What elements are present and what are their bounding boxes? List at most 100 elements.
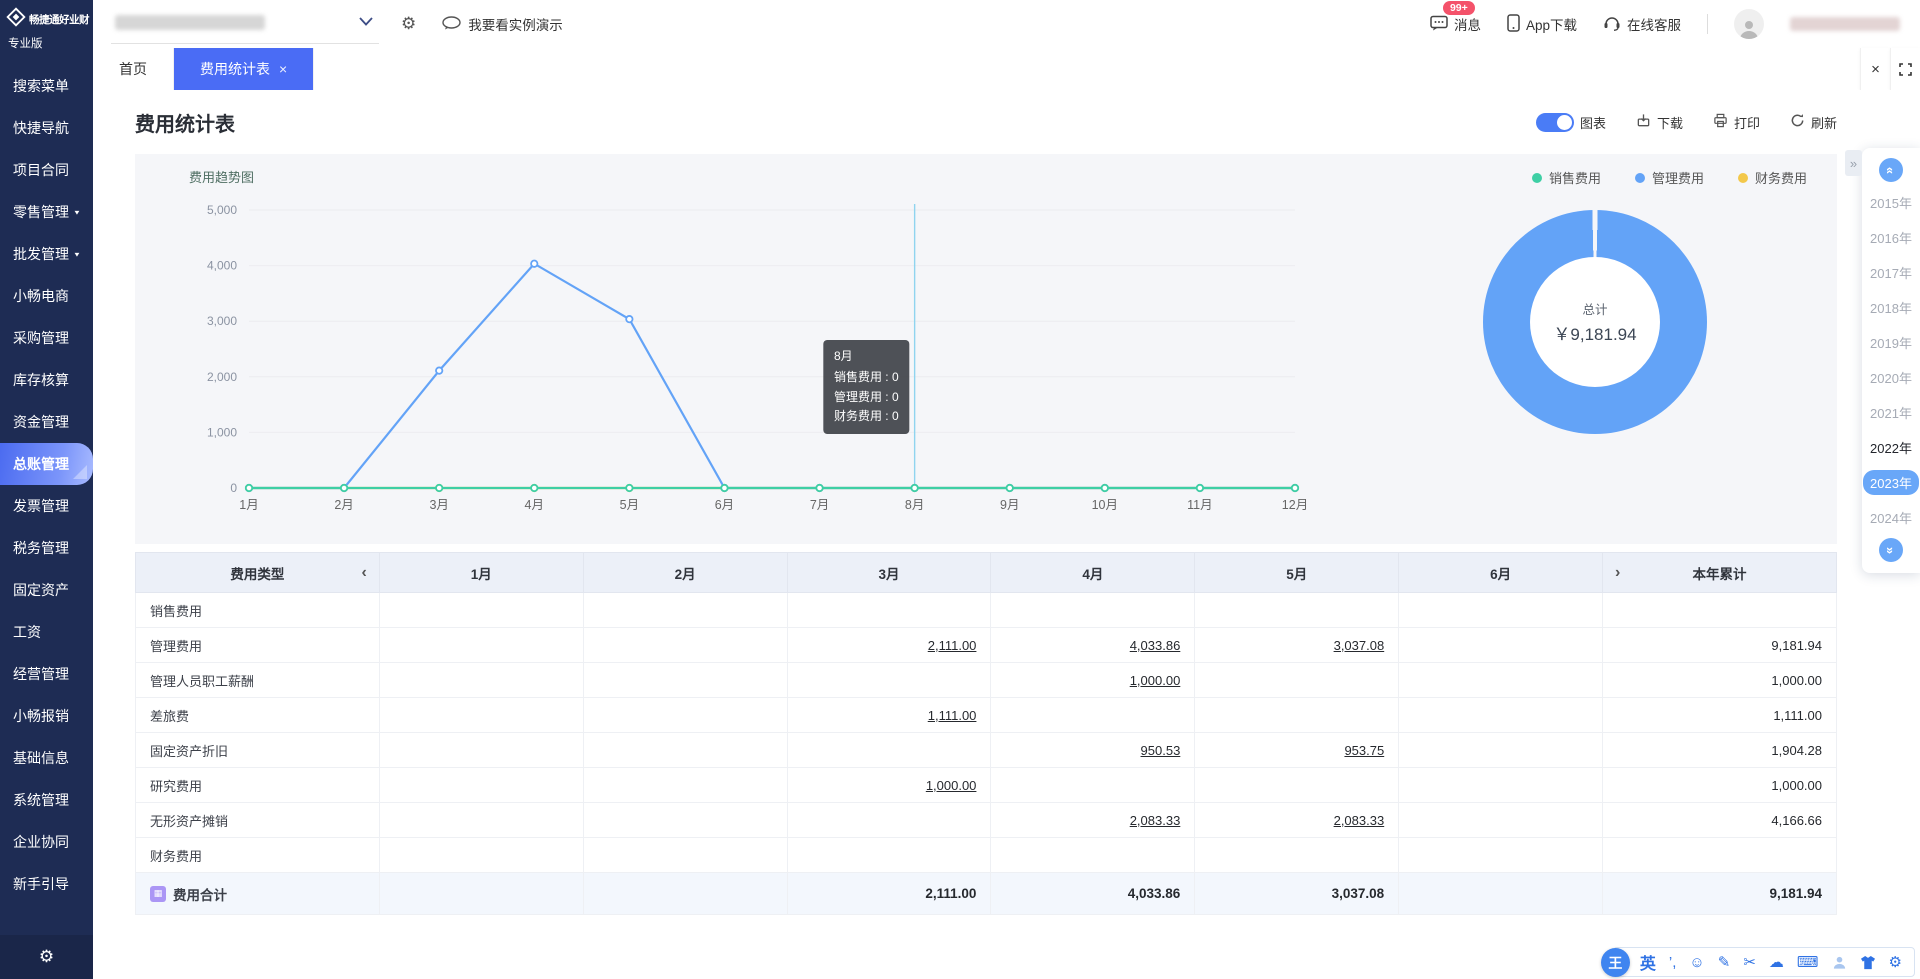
legend-item[interactable]: 销售费用 xyxy=(1531,168,1601,187)
donut-chart[interactable]: 总计 ￥9,181.94 xyxy=(1483,210,1707,434)
column-header-label: 2月 xyxy=(674,566,696,582)
sidebar-item-tax-mgmt[interactable]: 税务管理 xyxy=(0,527,93,569)
year-item[interactable]: 2022年 xyxy=(1863,430,1919,465)
table-cell[interactable]: 4,033.86 xyxy=(990,627,1196,663)
brand-name: 畅捷通好业财 xyxy=(29,14,90,26)
sidebar-item-retail-mgmt[interactable]: 零售管理 ▼ xyxy=(0,191,93,233)
prev-period-button[interactable]: ‹ xyxy=(361,563,367,581)
table-cell[interactable]: 1,000.00 xyxy=(786,767,992,803)
cell-value[interactable]: 2,083.33 xyxy=(1333,812,1385,828)
sidebar-item-xiaochang-reimburse[interactable]: 小畅报销 xyxy=(0,695,93,737)
sidebar-item-xiaochang-ecommerce[interactable]: 小畅电商 xyxy=(0,275,93,317)
ime-profile-icon[interactable] xyxy=(1832,955,1847,970)
year-item[interactable]: 2015年 xyxy=(1863,185,1919,220)
cell-value: 9,181.94 xyxy=(1771,637,1822,653)
org-selector[interactable] xyxy=(111,4,379,44)
table-cell[interactable]: 953.75 xyxy=(1194,732,1400,768)
refresh-button[interactable]: 刷新 xyxy=(1790,113,1837,132)
cell-value[interactable]: 1,111.00 xyxy=(927,707,977,723)
year-item[interactable]: 2021年 xyxy=(1863,395,1919,430)
avatar[interactable] xyxy=(1734,9,1764,39)
cell-value[interactable]: 1,000.00 xyxy=(1129,672,1181,688)
svg-text:2月: 2月 xyxy=(334,498,353,512)
chart-toggle-switch[interactable] xyxy=(1535,112,1574,132)
row-label: 无形资产摊销 xyxy=(135,802,380,838)
settings-gear-icon[interactable]: ⚙ xyxy=(38,947,55,966)
ime-skin-shirt-icon[interactable] xyxy=(1860,955,1876,970)
cell-value[interactable]: 950.53 xyxy=(1140,742,1181,758)
line-chart[interactable]: 0 1,000 2,000 3,000 4,000 5,000 1月 2月 3月 4月 5月 6月 7月… xyxy=(145,190,1325,530)
next-period-button[interactable]: › xyxy=(1615,563,1621,581)
cell-value[interactable]: 2,111.00 xyxy=(927,637,977,653)
legend-item[interactable]: 财务费用 xyxy=(1737,168,1807,187)
demo-link[interactable]: 我要看实例演示 xyxy=(442,14,563,34)
online-support-button[interactable]: 在线客服 xyxy=(1603,14,1681,34)
sidebar-item-quick-nav[interactable]: 快捷导航 xyxy=(0,107,93,149)
table-cell[interactable]: 1,000.00 xyxy=(990,662,1196,698)
close-tabs-button[interactable]: × xyxy=(1860,48,1890,90)
year-panel-collapse-handle[interactable]: » xyxy=(1845,150,1862,176)
sidebar-item-funds-mgmt[interactable]: 资金管理 xyxy=(0,401,93,443)
table-cell[interactable]: 950.53 xyxy=(990,732,1196,768)
sidebar-item-search-menu[interactable]: 搜索菜单 xyxy=(0,65,93,107)
year-item[interactable]: 2017年 xyxy=(1863,255,1919,290)
legend-item[interactable]: 管理费用 xyxy=(1634,168,1704,187)
year-item[interactable]: 2018年 xyxy=(1863,290,1919,325)
chart-toggle[interactable]: 图表 xyxy=(1535,112,1606,132)
sidebar-item-basic-info[interactable]: 基础信息 xyxy=(0,737,93,779)
year-scroll-up-button[interactable]: « xyxy=(1879,158,1903,182)
sidebar-item-purchase-mgmt[interactable]: 采购管理 xyxy=(0,317,93,359)
sidebar-item-inventory-accounting[interactable]: 库存核算 xyxy=(0,359,93,401)
year-item[interactable]: 2019年 xyxy=(1863,325,1919,360)
ime-cloud-icon[interactable]: ☁ xyxy=(1768,954,1784,971)
table-cell[interactable]: 3,037.08 xyxy=(1194,627,1400,663)
year-item[interactable]: 2016年 xyxy=(1863,220,1919,255)
svg-text:7月: 7月 xyxy=(810,498,829,512)
table-cell[interactable]: 2,083.33 xyxy=(990,802,1196,838)
fullscreen-button[interactable] xyxy=(1890,48,1920,90)
table-row: 无形资产摊销 2,083.33 2,083.33 4,166.66 xyxy=(135,802,1837,838)
download-button[interactable]: 下载 xyxy=(1636,113,1683,132)
close-tab-icon[interactable]: × xyxy=(279,61,288,77)
year-scroll-down-button[interactable]: » xyxy=(1879,538,1903,562)
settings-gear-icon[interactable]: ⚙ xyxy=(401,14,417,33)
year-item[interactable]: 2024年 xyxy=(1863,500,1919,535)
year-item[interactable]: 2023年 xyxy=(1863,465,1919,500)
sidebar-item-invoice-mgmt[interactable]: 发票管理 xyxy=(0,485,93,527)
ime-handwriting-icon[interactable]: ✎ xyxy=(1717,954,1731,971)
sidebar-item-system-mgmt[interactable]: 系统管理 xyxy=(0,779,93,821)
sidebar-item-payroll[interactable]: 工资 xyxy=(0,611,93,653)
cell-value: 1,904.28 xyxy=(1771,742,1822,758)
ime-logo[interactable]: 王 xyxy=(1600,948,1630,977)
sidebar-item-beginner-guide[interactable]: 新手引导 xyxy=(0,863,93,905)
cell-value[interactable]: 3,037.08 xyxy=(1333,637,1385,653)
ime-settings-gear-icon[interactable]: ⚙ xyxy=(1888,954,1902,971)
table-cell[interactable]: 2,111.00 xyxy=(786,627,992,663)
sidebar-item-business-mgmt[interactable]: 经营管理 xyxy=(0,653,93,695)
tab-home[interactable]: 首页 xyxy=(93,48,174,90)
sidebar-item-wholesale-mgmt[interactable]: 批发管理 ▼ xyxy=(0,233,93,275)
sidebar-item-project-contract[interactable]: 项目合同 xyxy=(0,149,93,191)
cell-value[interactable]: 953.75 xyxy=(1344,742,1385,758)
table-cell[interactable]: 2,083.33 xyxy=(1194,802,1400,838)
app-download-button[interactable]: App下载 xyxy=(1507,13,1577,35)
cell-value[interactable]: 1,000.00 xyxy=(925,777,977,793)
ime-keyboard-icon[interactable]: ⌨ xyxy=(1796,954,1819,971)
ime-emoji-icon[interactable]: ☺ xyxy=(1689,953,1705,971)
row-label: 管理费用 xyxy=(135,627,380,663)
messages-button[interactable]: 99+ 消息 xyxy=(1430,1,1481,34)
tab-expense-statistics[interactable]: 费用统计表 × xyxy=(174,48,315,90)
print-button[interactable]: 打印 xyxy=(1713,113,1760,132)
column-header-month: 2月 xyxy=(582,552,788,593)
cell-value[interactable]: 2,083.33 xyxy=(1129,812,1181,828)
sidebar-item-enterprise-collab[interactable]: 企业协同 xyxy=(0,821,93,863)
ime-lang-en[interactable]: 英 xyxy=(1639,956,1656,973)
table-cell[interactable]: 1,111.00 xyxy=(786,697,992,733)
cell-value[interactable]: 4,033.86 xyxy=(1129,637,1181,653)
ime-punctuation[interactable]: ’, xyxy=(1668,953,1677,971)
sidebar-item-general-ledger[interactable]: 总账管理 xyxy=(0,443,93,485)
year-item[interactable]: 2020年 xyxy=(1863,360,1919,395)
sidebar-item-fixed-assets[interactable]: 固定资产 xyxy=(0,569,93,611)
svg-text:5月: 5月 xyxy=(620,498,639,512)
ime-scissors-icon[interactable]: ✂ xyxy=(1743,954,1756,971)
